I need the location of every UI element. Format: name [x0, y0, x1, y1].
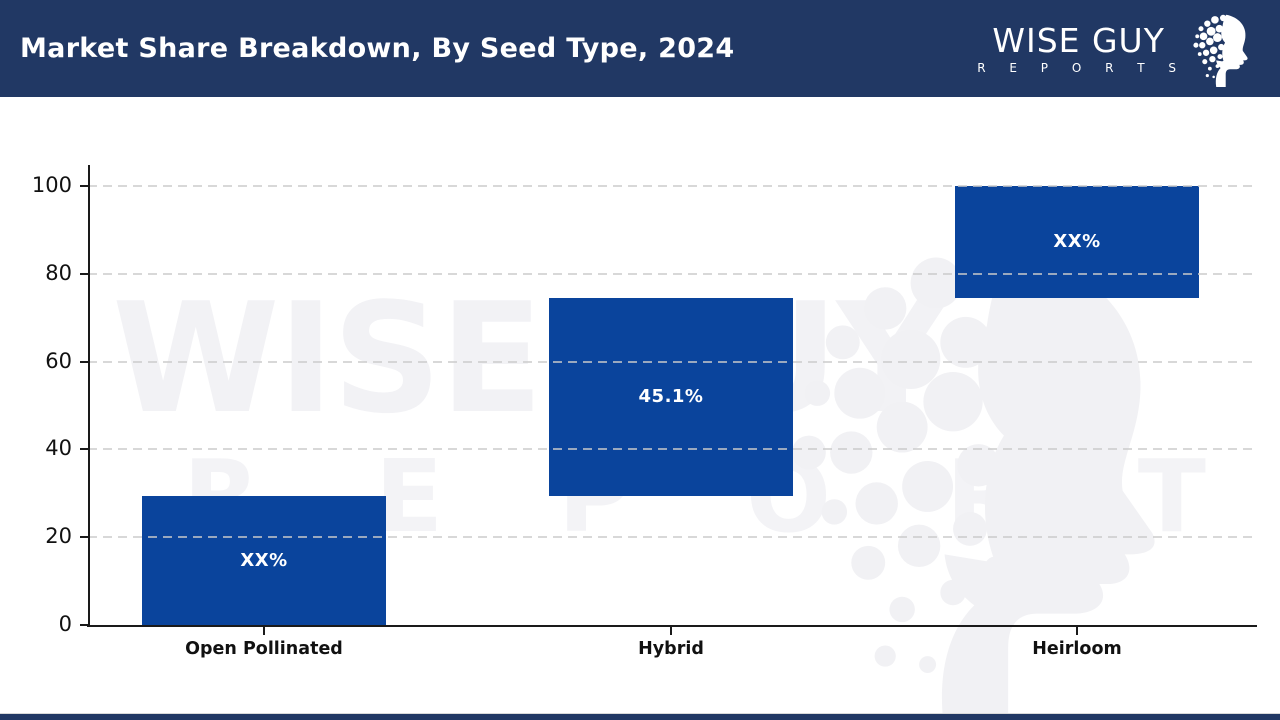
y-axis-tick-mark	[80, 272, 88, 275]
bar-open-pollinated: XX%	[142, 495, 386, 625]
x-axis-tick-mark	[670, 627, 672, 635]
x-axis-spine	[87, 625, 1257, 627]
bar-value-label: 45.1%	[638, 386, 704, 408]
y-axis-tick-label: 60	[45, 348, 72, 373]
x-axis-tick-mark	[1076, 627, 1078, 635]
logo-subtext: R E P O R T S	[977, 60, 1186, 75]
y-axis-tick-label: 100	[31, 173, 72, 197]
gridline-60	[88, 360, 1256, 363]
bar-hybrid: 45.1%	[549, 297, 793, 496]
logo-text: WISE GUY R E P O R T S	[971, 24, 1186, 74]
y-axis-spine	[88, 165, 90, 626]
x-axis-category-label: Open Pollinated	[185, 639, 343, 659]
gridline-80	[88, 272, 1256, 275]
wiseguy-logo: WISE GUY R E P O R T S	[971, 11, 1254, 87]
y-axis-tick-mark	[80, 624, 88, 626]
bar-value-label: XX%	[1053, 231, 1101, 253]
y-axis-tick-label: 20	[45, 524, 72, 549]
gridline-20	[88, 536, 1256, 539]
y-axis-tick-mark	[80, 536, 88, 539]
y-axis-tick-mark	[80, 448, 88, 451]
logo-face-icon	[1186, 11, 1254, 87]
y-axis-tick-mark	[80, 185, 88, 187]
y-axis-tick-label: 0	[58, 612, 72, 636]
gridline-100	[88, 185, 1256, 187]
y-axis-tick-label: 80	[45, 260, 72, 285]
x-axis-category-label: Hybrid	[638, 639, 704, 659]
bar-heirloom: XX%	[955, 186, 1199, 298]
y-axis-tick-label: 40	[45, 436, 72, 461]
x-axis-category-label: Heirloom	[1032, 639, 1122, 659]
logo-wordmark: WISE GUY	[992, 20, 1165, 60]
y-axis-tick-mark	[80, 360, 88, 363]
footer-bar	[0, 714, 1280, 720]
footer-hairline	[0, 713, 1280, 714]
bar-value-label: XX%	[240, 549, 288, 571]
gridline-40	[88, 448, 1256, 451]
x-axis-tick-mark	[263, 627, 265, 635]
header: Market Share Breakdown, By Seed Type, 20…	[0, 0, 1280, 97]
page-title: Market Share Breakdown, By Seed Type, 20…	[20, 33, 735, 64]
